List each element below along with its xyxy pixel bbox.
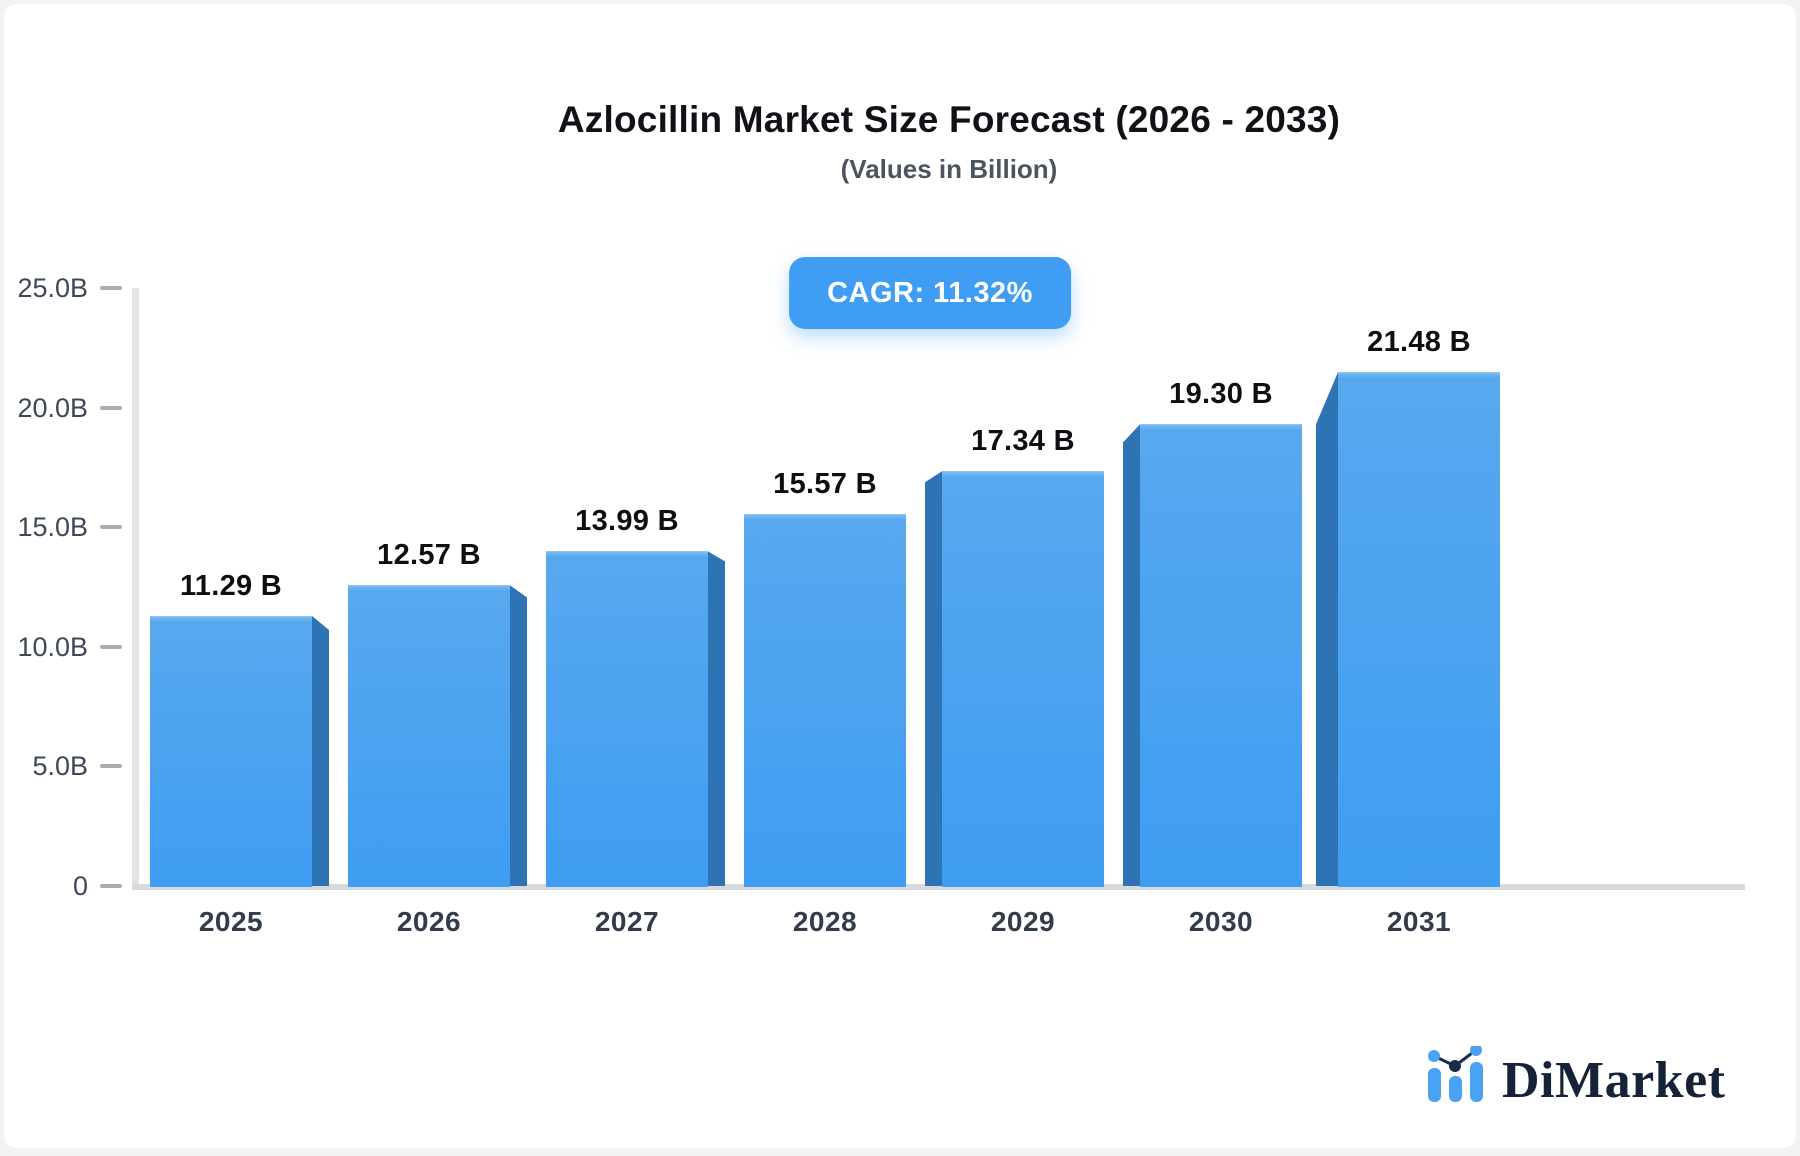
x-axis-label-2029: 2029 bbox=[990, 906, 1056, 937]
y-axis-tick bbox=[100, 286, 122, 290]
x-axis-label-2031: 2031 bbox=[1386, 906, 1452, 937]
bar-value-label: 19.30 B bbox=[1169, 378, 1273, 411]
y-axis-tick-label: 25.0B bbox=[17, 273, 88, 303]
x-axis-line bbox=[132, 884, 1745, 890]
bar-value-label: 13.99 B bbox=[575, 505, 679, 538]
bar-3d-side bbox=[708, 551, 725, 886]
bar-2027 bbox=[546, 551, 708, 887]
bar-3d-side bbox=[1316, 372, 1338, 886]
y-axis-tick bbox=[100, 884, 122, 888]
dimarket-logo-icon bbox=[1426, 1044, 1488, 1107]
chart-card: Azlocillin Market Size Forecast (2026 - … bbox=[4, 4, 1796, 1148]
bar-value-label: 17.34 B bbox=[971, 425, 1075, 458]
x-axis-label-2028: 2028 bbox=[792, 906, 858, 937]
chart-subtitle: (Values in Billion) bbox=[840, 154, 1058, 184]
y-axis-line bbox=[132, 288, 139, 886]
bar-2029 bbox=[942, 471, 1104, 887]
bar-3d-side bbox=[510, 585, 527, 886]
bar-2025 bbox=[150, 615, 312, 887]
bar-3d-side bbox=[925, 471, 942, 886]
bar-2028 bbox=[744, 513, 906, 887]
bar-2026 bbox=[348, 585, 510, 887]
dimarket-logo-text: DiMarket bbox=[1502, 1052, 1726, 1109]
cagr-badge: CAGR: 11.32% bbox=[789, 257, 1071, 329]
bar-value-label: 15.57 B bbox=[773, 467, 877, 500]
y-axis-tick-label: 0 bbox=[72, 871, 88, 901]
bar-value-label: 12.57 B bbox=[377, 539, 481, 572]
bar-2031 bbox=[1338, 372, 1500, 887]
y-axis-tick-label: 5.0B bbox=[32, 751, 88, 782]
y-axis-tick-label: 20.0B bbox=[17, 392, 88, 423]
y-axis-tick bbox=[100, 525, 122, 530]
x-axis-label-2027: 2027 bbox=[594, 906, 660, 937]
bar-value-label: 21.48 B bbox=[1367, 326, 1471, 359]
chart-title: Azlocillin Market Size Forecast (2026 - … bbox=[557, 99, 1341, 140]
x-axis-label-2026: 2026 bbox=[396, 906, 462, 937]
bar-3d-side bbox=[1123, 424, 1140, 886]
bar-2030 bbox=[1140, 424, 1302, 887]
x-axis-label-2030: 2030 bbox=[1188, 906, 1254, 937]
y-axis-tick-label: 10.0B bbox=[17, 631, 88, 662]
x-axis-label-2025: 2025 bbox=[198, 906, 264, 937]
bar-3d-side bbox=[312, 615, 329, 886]
y-axis-tick bbox=[100, 764, 122, 769]
bar-value-label: 11.29 B bbox=[179, 569, 283, 602]
y-axis-tick bbox=[100, 405, 122, 410]
y-axis-tick bbox=[100, 644, 122, 649]
brand-logo: DiMarket bbox=[1426, 1044, 1726, 1109]
y-axis-tick-label: 15.0B bbox=[17, 512, 88, 543]
